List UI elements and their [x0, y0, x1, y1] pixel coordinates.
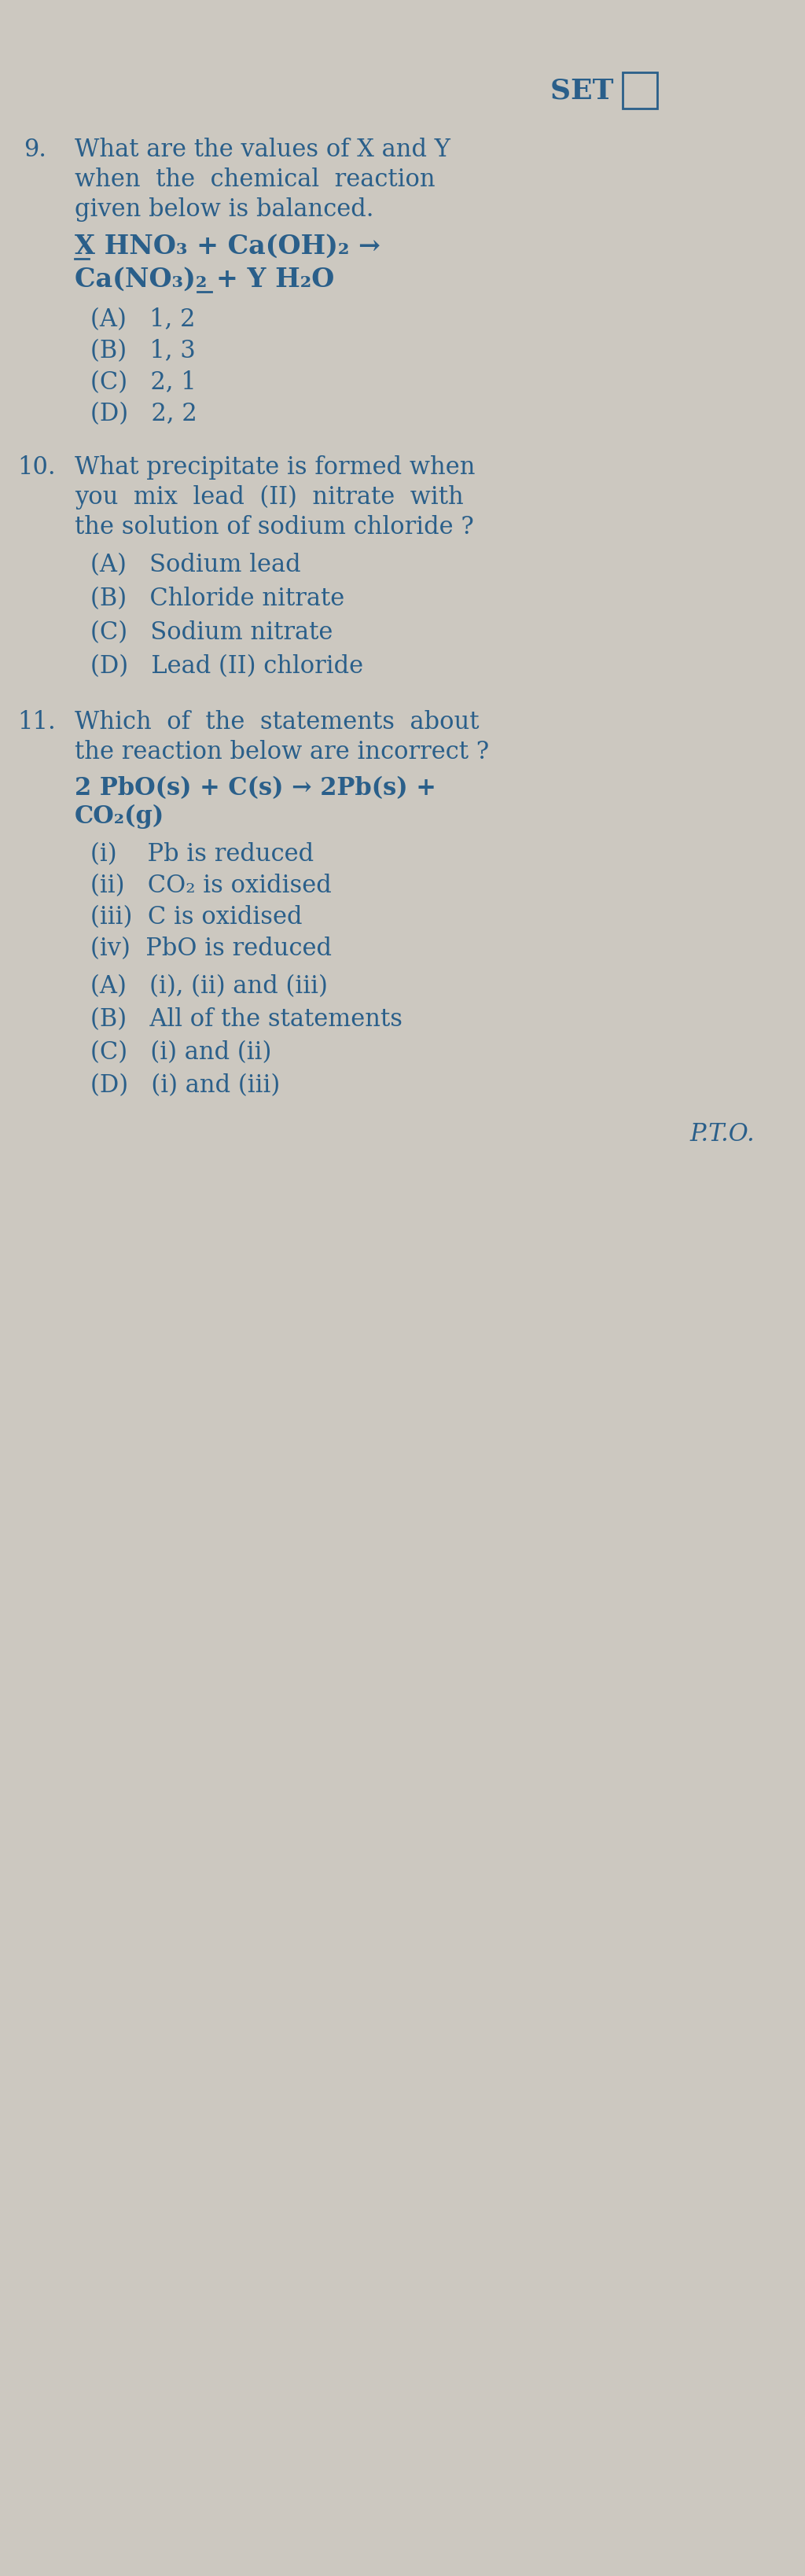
Text: (A)   (i), (ii) and (iii): (A) (i), (ii) and (iii) [90, 974, 328, 999]
Text: SET :: SET : [551, 77, 644, 103]
Text: (C)   (i) and (ii): (C) (i) and (ii) [90, 1041, 271, 1064]
FancyBboxPatch shape [622, 72, 657, 108]
Text: (A)   1, 2: (A) 1, 2 [90, 307, 196, 332]
Text: (B)   Chloride nitrate: (B) Chloride nitrate [90, 587, 345, 611]
Text: CO₂(g): CO₂(g) [75, 804, 164, 829]
Text: the reaction below are incorrect ?: the reaction below are incorrect ? [75, 739, 489, 765]
Text: (iii)  C is oxidised: (iii) C is oxidised [90, 904, 302, 930]
Text: What precipitate is formed when: What precipitate is formed when [75, 456, 475, 479]
Text: 11.: 11. [17, 711, 56, 734]
Text: P.T.O.: P.T.O. [690, 1123, 755, 1146]
Text: Which  of  the  statements  about: Which of the statements about [75, 711, 479, 734]
Text: (iv)  PbO is reduced: (iv) PbO is reduced [90, 938, 332, 961]
Text: C: C [629, 77, 651, 103]
Text: Ca(NO₃)₂ + Y H₂O: Ca(NO₃)₂ + Y H₂O [75, 265, 334, 294]
Text: (D)   2, 2: (D) 2, 2 [90, 402, 197, 425]
Text: 10.: 10. [17, 456, 56, 479]
Text: (C)   Sodium nitrate: (C) Sodium nitrate [90, 621, 332, 644]
Text: (B)   1, 3: (B) 1, 3 [90, 340, 196, 363]
Text: you  mix  lead  (II)  nitrate  with: you mix lead (II) nitrate with [75, 484, 464, 510]
Text: (D)   Lead (II) chloride: (D) Lead (II) chloride [90, 654, 363, 677]
Text: (ii)   CO₂ is oxidised: (ii) CO₂ is oxidised [90, 873, 332, 899]
Text: when  the  chemical  reaction: when the chemical reaction [75, 167, 436, 191]
Text: (i)    Pb is reduced: (i) Pb is reduced [90, 842, 314, 866]
Text: (C)   2, 1: (C) 2, 1 [90, 371, 196, 394]
Text: 2 PbO(s) + C(s) → 2Pb(s) +: 2 PbO(s) + C(s) → 2Pb(s) + [75, 775, 436, 801]
Text: What are the values of X and Y: What are the values of X and Y [75, 137, 450, 162]
Text: X HNO₃ + Ca(OH)₂ →: X HNO₃ + Ca(OH)₂ → [75, 234, 381, 260]
Text: (B)   All of the statements: (B) All of the statements [90, 1007, 402, 1030]
Text: given below is balanced.: given below is balanced. [75, 198, 374, 222]
Text: (A)   Sodium lead: (A) Sodium lead [90, 554, 301, 577]
Text: (D)   (i) and (iii): (D) (i) and (iii) [90, 1074, 280, 1097]
Text: the solution of sodium chloride ?: the solution of sodium chloride ? [75, 515, 474, 538]
Text: 9.: 9. [23, 137, 47, 162]
